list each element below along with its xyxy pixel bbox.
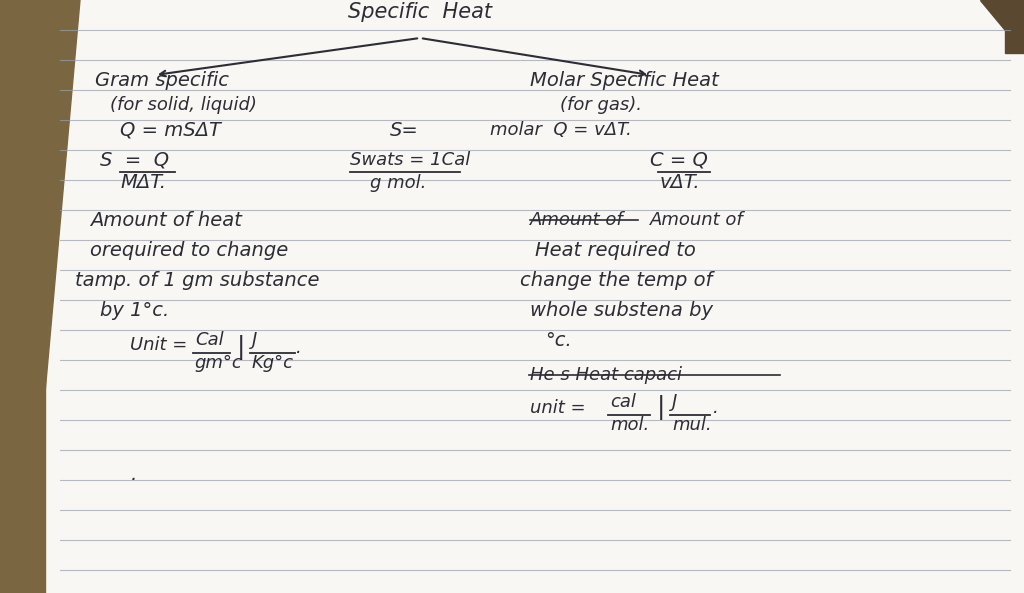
Text: tamp. of 1 gm substance: tamp. of 1 gm substance	[75, 270, 319, 289]
Text: Q = mSΔT: Q = mSΔT	[120, 120, 221, 139]
Text: MΔT.: MΔT.	[120, 174, 166, 193]
Text: Amount of: Amount of	[530, 211, 624, 229]
Text: Gram specific: Gram specific	[95, 71, 229, 90]
Text: Kg°c: Kg°c	[252, 354, 294, 372]
Bar	[0, 0, 45, 593]
Text: Heat required to: Heat required to	[535, 241, 695, 260]
Text: Amount of: Amount of	[650, 211, 743, 229]
Text: °c.: °c.	[545, 330, 571, 349]
Text: S=: S=	[390, 120, 419, 139]
Polygon shape	[45, 0, 80, 393]
Text: Swats = 1Cal: Swats = 1Cal	[350, 151, 470, 169]
Text: molar  Q = vΔT.: molar Q = vΔT.	[490, 121, 632, 139]
Text: J: J	[672, 393, 677, 411]
Polygon shape	[0, 0, 75, 243]
Text: whole substena by: whole substena by	[530, 301, 713, 320]
Text: Unit =: Unit =	[130, 336, 187, 354]
Text: (for gas).: (for gas).	[560, 96, 642, 114]
Text: .: .	[296, 339, 302, 357]
Text: (for solid, liquid): (for solid, liquid)	[110, 96, 257, 114]
Text: g mol.: g mol.	[370, 174, 426, 192]
Text: S  =  Q: S = Q	[100, 151, 169, 170]
Text: Cal: Cal	[195, 331, 223, 349]
Text: vΔT.: vΔT.	[660, 174, 700, 193]
Text: cal: cal	[610, 393, 636, 411]
Text: |: |	[237, 336, 246, 361]
Text: .: .	[713, 399, 719, 417]
Text: by 1°c.: by 1°c.	[100, 301, 169, 320]
Text: He s Heat capaci: He s Heat capaci	[530, 366, 682, 384]
Text: change the temp of: change the temp of	[520, 270, 713, 289]
Text: Molar Specific Heat: Molar Specific Heat	[530, 71, 719, 90]
Text: C = Q: C = Q	[650, 151, 708, 170]
Text: unit =: unit =	[530, 399, 586, 417]
Text: J: J	[252, 331, 257, 349]
Polygon shape	[980, 0, 1024, 53]
Text: mol.: mol.	[610, 416, 649, 434]
Text: gm°c: gm°c	[194, 354, 242, 372]
Text: ·: ·	[130, 470, 136, 489]
Text: mul.: mul.	[672, 416, 712, 434]
Text: |: |	[657, 396, 666, 420]
Text: orequired to change: orequired to change	[90, 241, 288, 260]
Bar	[1005, 0, 1024, 53]
Text: Specific  Heat: Specific Heat	[348, 2, 492, 22]
Text: Amount of heat: Amount of heat	[90, 211, 242, 229]
